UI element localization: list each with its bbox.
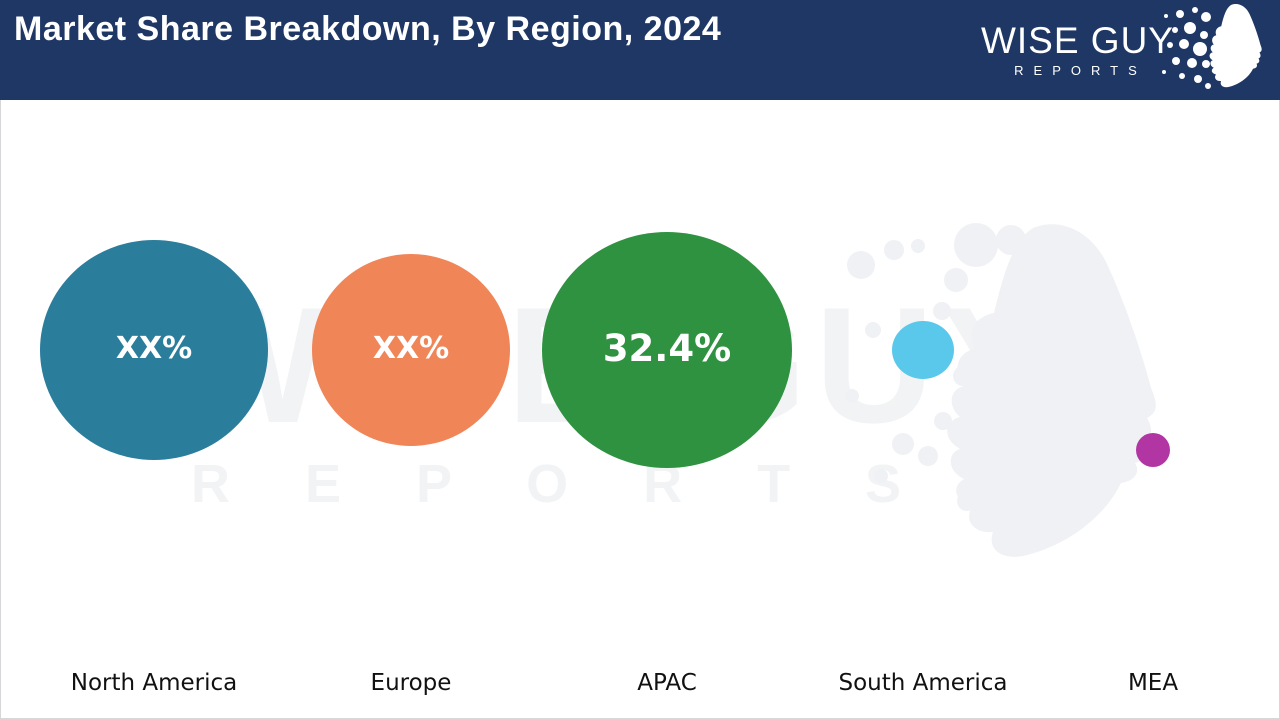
brand-logo: WISE GUY REPORTS bbox=[981, 0, 1272, 100]
category-label-north-america: North America bbox=[70, 670, 238, 696]
category-label-south-america: South America bbox=[838, 670, 1008, 696]
watermark-face-icon bbox=[845, 223, 1156, 557]
chart-canvas: WISE GUY R E P O R T S XX% XX% 32.4% bbox=[0, 100, 1280, 720]
bubble-value-label: 32.4% bbox=[602, 326, 732, 370]
bubble-apac: 32.4% bbox=[542, 232, 792, 468]
dotted-head-profile-icon bbox=[1162, 4, 1262, 89]
bubble-europe: XX% bbox=[312, 254, 510, 446]
page-title: Market Share Breakdown, By Region, 2024 bbox=[14, 10, 722, 48]
brand-subtitle: REPORTS bbox=[1014, 63, 1147, 78]
category-label-apac: APAC bbox=[637, 670, 697, 696]
brand-logo-text: WISE GUY REPORTS bbox=[981, 22, 1174, 78]
brand-name: WISE GUY bbox=[980, 20, 1174, 61]
bubble-value-label: XX% bbox=[115, 330, 193, 366]
category-label-europe: Europe bbox=[370, 670, 452, 696]
bubble-value-label: XX% bbox=[372, 330, 450, 366]
bubble-south-america bbox=[892, 321, 954, 379]
header-bar: Market Share Breakdown, By Region, 2024 … bbox=[0, 0, 1280, 100]
bubble-north-america: XX% bbox=[40, 240, 268, 460]
watermark-subtitle: R E P O R T S bbox=[191, 454, 931, 514]
bubble-mea bbox=[1136, 433, 1170, 467]
category-label-mea: MEA bbox=[1127, 670, 1179, 696]
